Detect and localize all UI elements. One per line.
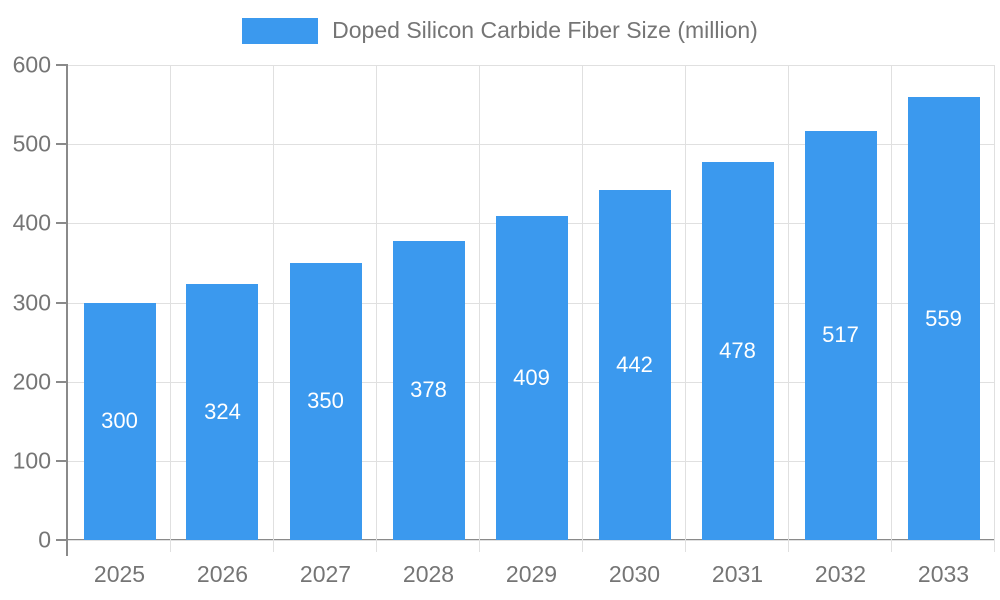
- v-gridline: [788, 65, 789, 552]
- y-tick-mark: [56, 380, 68, 383]
- y-tick-label: 100: [12, 447, 51, 474]
- x-tick-label-2026: 2026: [196, 561, 249, 587]
- v-gridline: [891, 65, 892, 552]
- bar-2029[interactable]: 409: [495, 216, 568, 540]
- plot-area: 0 100 200 300 400 500 600 300 2025 324 2026 350 2027…: [13, 52, 995, 587]
- x-tick-label-2027: 2027: [299, 561, 352, 587]
- v-gridline: [994, 65, 995, 552]
- v-gridline: [684, 65, 686, 552]
- bar-value-label: 517: [822, 322, 859, 348]
- v-gridline: [273, 65, 274, 552]
- y-axis-line: [66, 65, 68, 556]
- bar-value-label: 442: [616, 352, 653, 378]
- v-gridline: [170, 65, 171, 552]
- x-tick-label-2029: 2029: [505, 561, 558, 587]
- bar-2025[interactable]: 300: [83, 302, 156, 540]
- bar-value-label: 478: [719, 337, 756, 363]
- y-tick-label: 200: [12, 368, 51, 395]
- y-tick-mark: [56, 222, 68, 225]
- v-gridline: [375, 65, 377, 552]
- v-gridline: [479, 65, 480, 552]
- x-tick-label-2028: 2028: [402, 561, 455, 587]
- y-tick-mark: [56, 64, 68, 66]
- bar-value-label: 324: [204, 398, 241, 424]
- y-tick-label: 600: [12, 51, 51, 78]
- legend-label: Doped Silicon Carbide Fiber Size (millio…: [332, 17, 758, 43]
- x-tick-label-2031: 2031: [711, 561, 764, 587]
- bar-2028[interactable]: 378: [392, 240, 465, 540]
- y-tick-mark: [56, 539, 68, 541]
- y-tick-mark: [56, 459, 68, 462]
- bar-2033[interactable]: 559: [907, 97, 980, 540]
- h-gridline: [68, 144, 995, 146]
- legend-item[interactable]: Doped Silicon Carbide Fiber Size (millio…: [242, 17, 758, 44]
- y-tick-mark: [56, 301, 68, 304]
- y-tick-mark: [56, 143, 68, 146]
- h-gridline: [68, 65, 995, 66]
- h-gridline: [68, 540, 995, 541]
- x-tick-label-2030: 2030: [608, 561, 661, 587]
- bar-value-label: 559: [925, 305, 962, 331]
- y-tick-label: 400: [12, 209, 51, 236]
- bar-value-label: 300: [101, 408, 138, 434]
- bar-value-label: 409: [513, 365, 550, 391]
- bar-2032[interactable]: 517: [804, 130, 877, 540]
- bar-2026[interactable]: 324: [186, 283, 259, 540]
- y-tick-label: 500: [12, 130, 51, 157]
- y-tick-label: 300: [12, 289, 51, 315]
- y-tick-label: 0: [38, 526, 51, 553]
- v-gridline: [582, 65, 583, 552]
- bar-2027[interactable]: 350: [289, 262, 362, 540]
- legend: Doped Silicon Carbide Fiber Size (millio…: [0, 17, 1000, 44]
- bar-value-label: 350: [307, 388, 344, 414]
- x-tick-label-2033: 2033: [917, 561, 970, 587]
- bar-2031[interactable]: 478: [701, 161, 774, 540]
- legend-swatch-icon: [242, 17, 319, 44]
- bar-2030[interactable]: 442: [598, 190, 671, 540]
- bar-value-label: 378: [410, 377, 447, 403]
- x-tick-label-2025: 2025: [93, 561, 146, 587]
- x-tick-label-2032: 2032: [814, 561, 867, 587]
